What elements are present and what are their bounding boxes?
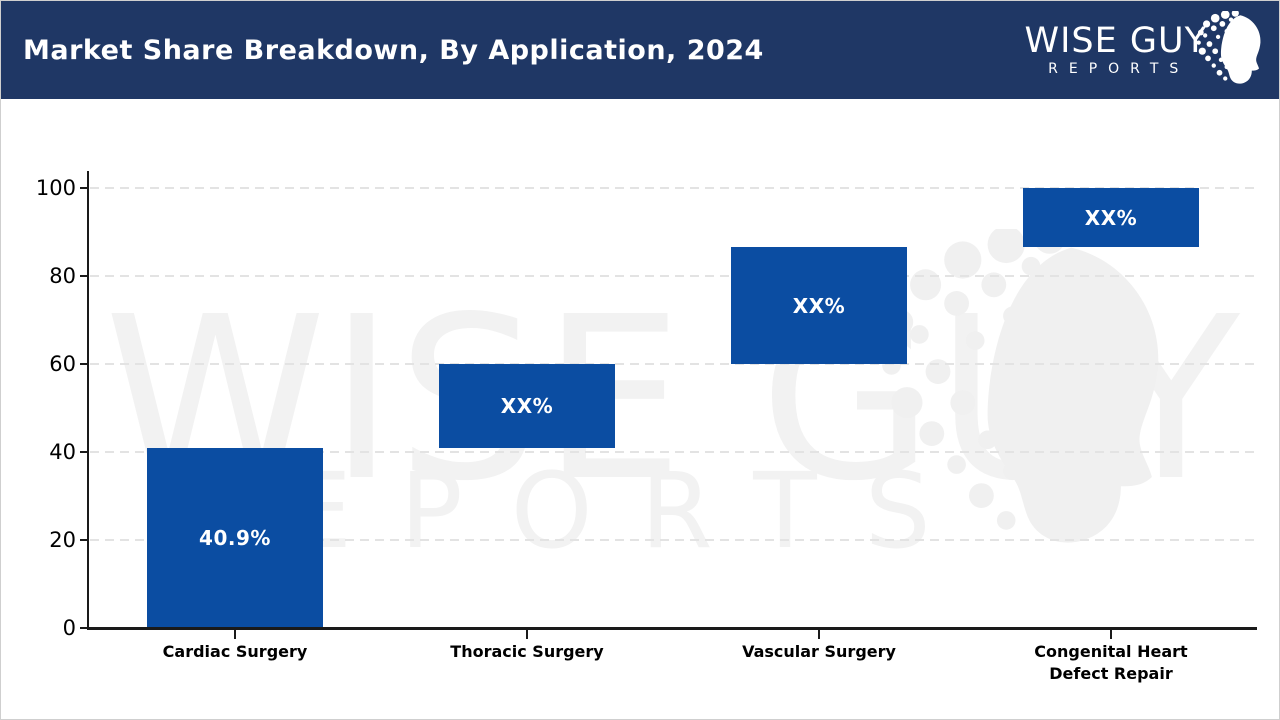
logo-subtitle: REPORTS: [1048, 61, 1190, 77]
x-category-label: Congenital Heart Defect Repair: [1034, 642, 1188, 683]
gridline: [90, 275, 1257, 277]
header: Market Share Breakdown, By Application, …: [1, 1, 1280, 99]
y-tick-label: 60: [49, 352, 76, 376]
x-category-label: Vascular Surgery: [742, 642, 896, 661]
x-category-label: Thoracic Surgery: [450, 642, 604, 661]
y-tick-mark: [80, 451, 89, 453]
y-tick-mark: [80, 627, 89, 629]
gridline: [90, 187, 1257, 189]
bar: XX%: [439, 364, 615, 449]
logo-head-icon: [1195, 11, 1267, 90]
bar-value-label: XX%: [1084, 205, 1138, 230]
gridline: [90, 363, 1257, 365]
bar-value-label: XX%: [792, 293, 846, 318]
bar: XX%: [731, 247, 907, 365]
x-axis: [87, 627, 1257, 630]
y-tick-label: 20: [49, 528, 76, 552]
y-tick-mark: [80, 539, 89, 541]
page-title: Market Share Breakdown, By Application, …: [23, 34, 764, 66]
x-tick-mark: [818, 630, 820, 639]
y-tick-mark: [80, 363, 89, 365]
logo-text: WISE GUY REPORTS: [1024, 21, 1207, 77]
y-tick-label: 40: [49, 440, 76, 464]
y-tick-label: 100: [35, 176, 76, 200]
y-axis: [87, 171, 89, 630]
y-tick-mark: [80, 187, 89, 189]
y-tick-mark: [80, 275, 89, 277]
y-tick-label: 80: [49, 264, 76, 288]
bar: XX%: [1023, 188, 1199, 248]
gridline: [90, 539, 1257, 541]
bar-value-label: XX%: [500, 394, 554, 419]
logo-wordmark: WISE GUY: [1024, 21, 1207, 61]
gridline: [90, 451, 1257, 453]
x-tick-mark: [234, 630, 236, 639]
x-tick-mark: [526, 630, 528, 639]
x-category-label: Cardiac Surgery: [162, 642, 308, 661]
bar-value-label: 40.9%: [199, 526, 271, 550]
bar: 40.9%: [147, 448, 323, 628]
watermark-head-icon: [876, 227, 1186, 572]
wise-guy-reports-logo: WISE GUY REPORTS: [1024, 11, 1280, 90]
y-tick-label: 0: [62, 616, 76, 640]
x-tick-mark: [1110, 630, 1112, 639]
